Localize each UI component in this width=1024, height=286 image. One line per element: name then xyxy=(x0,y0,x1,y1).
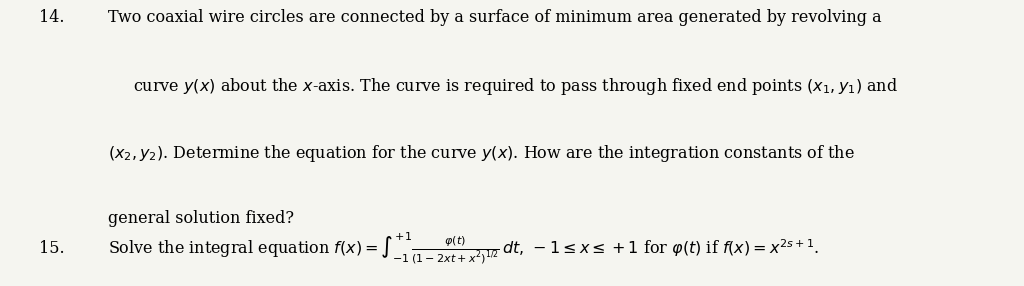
Text: 14.: 14. xyxy=(39,9,65,25)
Text: $(x_2, y_2)$. Determine the equation for the curve $y(x)$. How are the integrati: $(x_2, y_2)$. Determine the equation for… xyxy=(108,143,854,164)
Text: 15.: 15. xyxy=(39,240,65,257)
Text: curve $y(x)$ about the $x$-axis. The curve is required to pass through fixed end: curve $y(x)$ about the $x$-axis. The cur… xyxy=(133,76,898,97)
Text: Solve the integral equation $f(x) = \int_{-1}^{+1} \frac{\varphi(t)}{\left(1-2xt: Solve the integral equation $f(x) = \int… xyxy=(108,231,819,266)
Text: Two coaxial wire circles are connected by a surface of minimum area generated by: Two coaxial wire circles are connected b… xyxy=(108,9,881,25)
Text: general solution fixed?: general solution fixed? xyxy=(108,210,294,227)
